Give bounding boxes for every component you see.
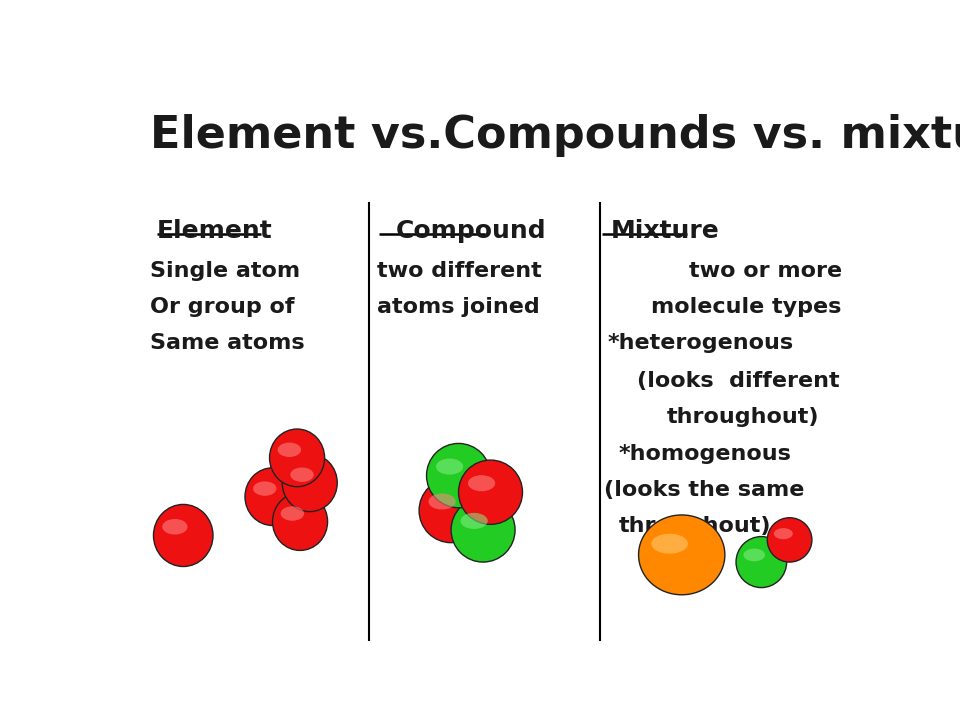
Ellipse shape xyxy=(428,493,456,510)
Ellipse shape xyxy=(638,515,725,595)
Ellipse shape xyxy=(468,475,495,491)
Ellipse shape xyxy=(651,534,688,554)
Text: atoms joined: atoms joined xyxy=(376,297,540,317)
Text: Element vs.Compounds vs. mixtures: Element vs.Compounds vs. mixtures xyxy=(150,114,960,157)
Text: *heterogenous: *heterogenous xyxy=(608,333,794,353)
Ellipse shape xyxy=(290,467,314,482)
Text: Compound: Compound xyxy=(396,220,546,243)
Text: two or more: two or more xyxy=(688,261,842,281)
Text: throughout): throughout) xyxy=(618,516,771,536)
Text: two different: two different xyxy=(376,261,541,281)
Text: Mixture: Mixture xyxy=(611,220,720,243)
Ellipse shape xyxy=(282,454,337,512)
Ellipse shape xyxy=(451,498,516,562)
Ellipse shape xyxy=(154,505,213,567)
Ellipse shape xyxy=(280,506,304,521)
Ellipse shape xyxy=(162,519,187,534)
Text: Element: Element xyxy=(157,220,273,243)
Ellipse shape xyxy=(461,513,488,529)
Text: Same atoms: Same atoms xyxy=(150,333,304,353)
Text: (looks the same: (looks the same xyxy=(604,480,804,500)
Text: *homogenous: *homogenous xyxy=(618,444,791,464)
Ellipse shape xyxy=(270,429,324,487)
Ellipse shape xyxy=(459,460,522,524)
Ellipse shape xyxy=(774,528,793,539)
Ellipse shape xyxy=(743,549,765,562)
Ellipse shape xyxy=(277,443,301,457)
Text: throughout): throughout) xyxy=(667,407,819,427)
Text: Or group of: Or group of xyxy=(150,297,295,317)
Ellipse shape xyxy=(736,536,786,588)
Text: molecule types: molecule types xyxy=(651,297,842,317)
Ellipse shape xyxy=(436,459,463,474)
Text: (looks  different: (looks different xyxy=(637,371,840,391)
Ellipse shape xyxy=(245,468,300,526)
Ellipse shape xyxy=(420,478,483,543)
Ellipse shape xyxy=(273,492,327,550)
Ellipse shape xyxy=(253,482,276,496)
Text: Single atom: Single atom xyxy=(150,261,300,281)
Ellipse shape xyxy=(426,444,491,508)
Ellipse shape xyxy=(767,518,812,562)
